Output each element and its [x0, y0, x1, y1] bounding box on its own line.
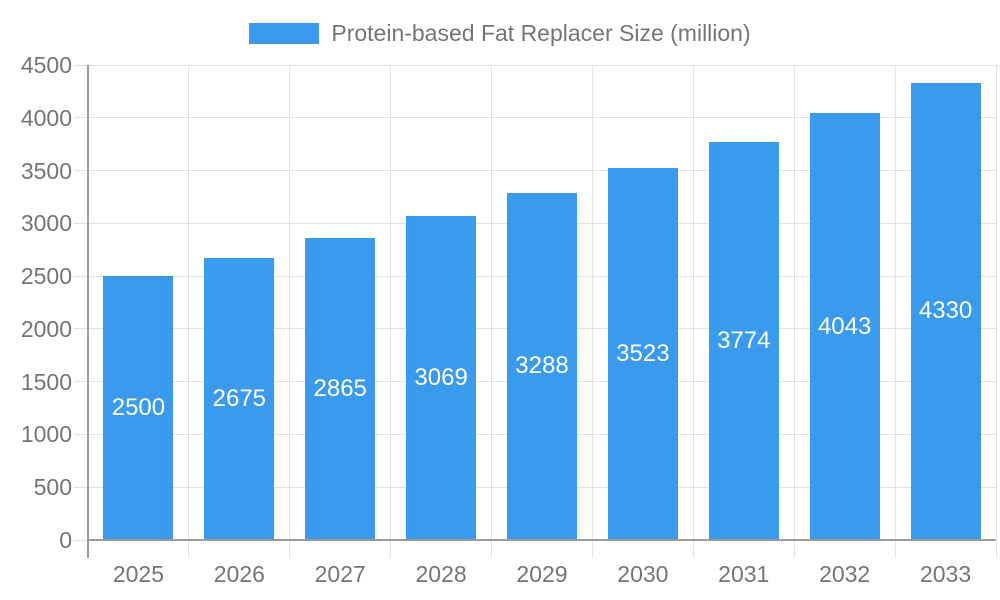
y-gridline	[74, 117, 996, 119]
y-axis-tick-label: 4000	[20, 104, 72, 131]
y-axis-tick-label: 3000	[20, 210, 72, 237]
bar-value-label: 4330	[918, 297, 973, 325]
legend-label: Protein-based Fat Replacer Size (million…	[331, 20, 751, 46]
bar-value-label: 2500	[111, 394, 166, 422]
bar: 3523	[607, 168, 678, 540]
y-axis-tick-label: 1000	[20, 421, 72, 448]
x-gridline	[894, 65, 896, 558]
x-gridline	[591, 65, 593, 558]
y-axis-tick-label: 2000	[20, 315, 72, 342]
y-axis-tick-label: 2500	[20, 263, 72, 290]
bar: 3069	[406, 216, 477, 540]
y-axis-tick-label: 1500	[20, 368, 72, 395]
x-axis-tick-label: 2033	[919, 561, 972, 587]
x-gridline	[289, 65, 291, 558]
bar-value-label: 3288	[515, 352, 569, 380]
bar: 4330	[910, 82, 981, 540]
x-gridline	[793, 65, 795, 558]
bar: 2675	[204, 257, 275, 540]
legend-swatch-icon	[249, 22, 320, 44]
y-gridline	[74, 64, 996, 66]
x-gridline	[491, 65, 493, 558]
x-gridline	[390, 65, 392, 558]
x-axis-tick-label: 2025	[112, 561, 165, 587]
y-gridline	[74, 170, 996, 172]
bar-value-label: 4043	[817, 312, 872, 340]
y-axis-tick-label: 4500	[20, 52, 72, 78]
y-axis-tick-label: 0	[59, 527, 72, 553]
y-axis-tick-label: 500	[33, 474, 72, 501]
bar: 3288	[507, 192, 577, 540]
bar-value-label: 2865	[313, 374, 367, 402]
y-axis-line	[87, 65, 89, 558]
y-axis-tick-label: 3500	[20, 157, 72, 184]
x-axis-tick-label: 2030	[617, 561, 669, 587]
x-axis-line	[88, 539, 996, 541]
x-axis-tick-label: 2032	[819, 561, 871, 587]
x-gridline	[995, 65, 997, 558]
bar: 4043	[809, 113, 880, 540]
x-axis-tick-label: 2028	[415, 561, 467, 587]
x-axis-tick-label: 2027	[314, 561, 366, 587]
bar-value-label: 3774	[717, 326, 771, 354]
bar-value-label: 3523	[616, 340, 670, 368]
bar-value-label: 3069	[414, 364, 468, 392]
chart-legend-item[interactable]: Protein-based Fat Replacer Size (million…	[0, 20, 1000, 46]
x-axis-tick-label: 2029	[516, 561, 568, 587]
x-axis-tick-label: 2026	[213, 561, 265, 587]
bar: 2865	[305, 237, 376, 540]
x-gridline	[188, 65, 190, 558]
x-axis-tick-label: 2031	[718, 561, 770, 587]
x-gridline	[692, 65, 694, 558]
bar: 3774	[708, 141, 779, 540]
bar-value-label: 2675	[212, 384, 267, 412]
bar: 2500	[103, 276, 174, 540]
